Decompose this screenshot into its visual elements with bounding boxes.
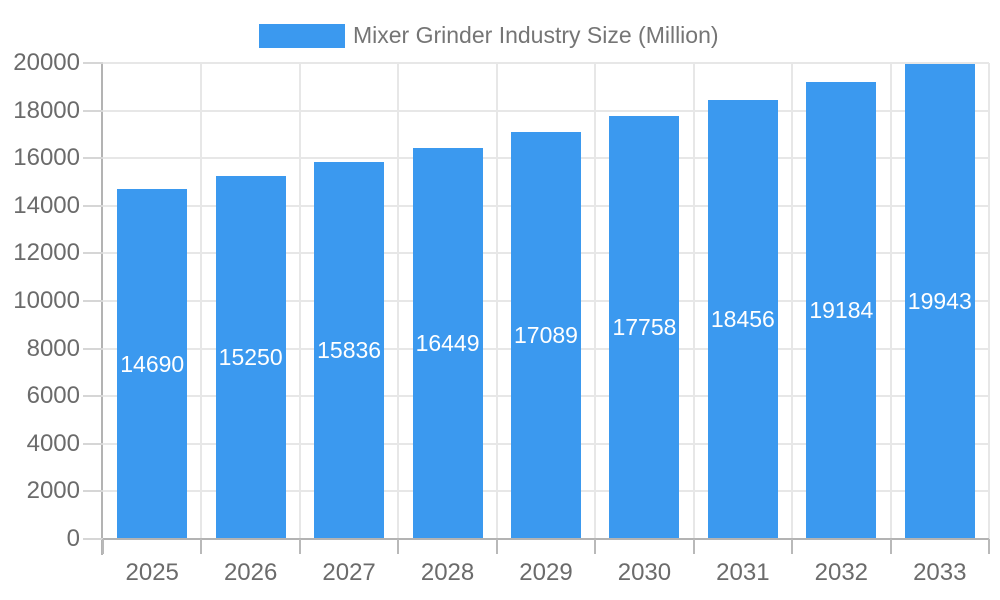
h-gridline (103, 109, 989, 112)
v-gridline (397, 63, 400, 539)
y-axis-tick (83, 204, 103, 207)
v-gridline (298, 63, 301, 539)
bar-value-label: 19943 (907, 288, 972, 315)
y-axis-label: 4000 (26, 429, 80, 457)
v-gridline (200, 63, 203, 539)
x-axis-label: 2030 (617, 559, 672, 586)
bar-value-label: 15836 (317, 337, 382, 364)
y-axis-label: 14000 (13, 191, 80, 219)
x-axis-label: 2029 (519, 559, 573, 586)
y-axis-tick (83, 300, 103, 302)
bar-value-label: 19184 (809, 297, 874, 324)
bar-value-label: 18456 (710, 305, 775, 332)
bar-value-label: 15250 (218, 344, 283, 371)
plot-area: 14690 15250 15836 16449 17089 17758 18456 19184… (103, 62, 990, 540)
y-axis-label: 20000 (13, 49, 80, 76)
y-axis-label: 12000 (13, 239, 80, 267)
x-axis-tick (200, 539, 203, 554)
v-gridline (495, 63, 498, 539)
y-axis-label: 6000 (26, 382, 80, 410)
v-gridline (692, 63, 695, 539)
y-axis-tick (83, 252, 103, 255)
x-axis-label: 2031 (716, 559, 770, 586)
v-gridline (889, 63, 892, 539)
x-axis-tick (298, 539, 301, 554)
x-axis-tick (889, 539, 892, 554)
x-axis-line (83, 538, 989, 540)
y-axis-tick (83, 442, 103, 445)
legend: Mixer Grinder Industry Size (Million) (259, 22, 719, 49)
x-axis-tick (397, 539, 400, 554)
x-axis-label: 2028 (420, 559, 475, 586)
bar: 16449 (412, 147, 483, 539)
y-axis-tick (83, 395, 103, 398)
bar-value-label: 17758 (612, 314, 677, 341)
x-axis-tick (594, 539, 597, 554)
x-axis-tick (988, 539, 990, 554)
legend-label: Mixer Grinder Industry Size (Million) (353, 22, 719, 48)
y-axis-label: 0 (66, 525, 80, 552)
bar: 19184 (806, 82, 877, 539)
y-axis-label: 18000 (13, 96, 80, 124)
bar: 15250 (215, 176, 286, 539)
x-axis-tick (791, 539, 794, 554)
y-axis-label: 10000 (13, 287, 80, 314)
x-axis-label: 2025 (125, 559, 179, 586)
x-axis-tick (495, 539, 498, 554)
bar: 15836 (314, 162, 385, 539)
y-axis-tick (83, 62, 103, 64)
y-axis-tick (83, 157, 103, 160)
bar-value-label: 16449 (415, 329, 480, 356)
v-gridline (594, 63, 597, 539)
y-axis-tick (83, 109, 103, 112)
bar-value-label: 14690 (120, 350, 185, 377)
y-axis-label: 2000 (26, 477, 80, 505)
bar: 17089 (511, 132, 581, 539)
bar: 14690 (117, 189, 188, 539)
x-axis-label: 2033 (913, 559, 967, 586)
y-axis-line (101, 63, 103, 555)
y-axis-tick (83, 347, 103, 350)
bar: 17758 (609, 116, 680, 539)
bar-value-label: 17089 (514, 322, 578, 349)
y-axis-label: 8000 (26, 334, 80, 362)
v-gridline (791, 63, 794, 539)
bar: 18456 (707, 99, 778, 539)
x-axis-label: 2032 (814, 559, 869, 586)
legend-swatch (259, 23, 345, 48)
y-axis-label: 16000 (13, 144, 80, 172)
x-axis-tick (692, 539, 695, 554)
x-axis-label: 2026 (223, 559, 278, 586)
v-gridline (988, 63, 990, 539)
y-axis-tick (83, 490, 103, 493)
x-axis-label: 2027 (322, 559, 376, 586)
bar: 19943 (904, 64, 975, 539)
h-gridline (103, 62, 989, 64)
